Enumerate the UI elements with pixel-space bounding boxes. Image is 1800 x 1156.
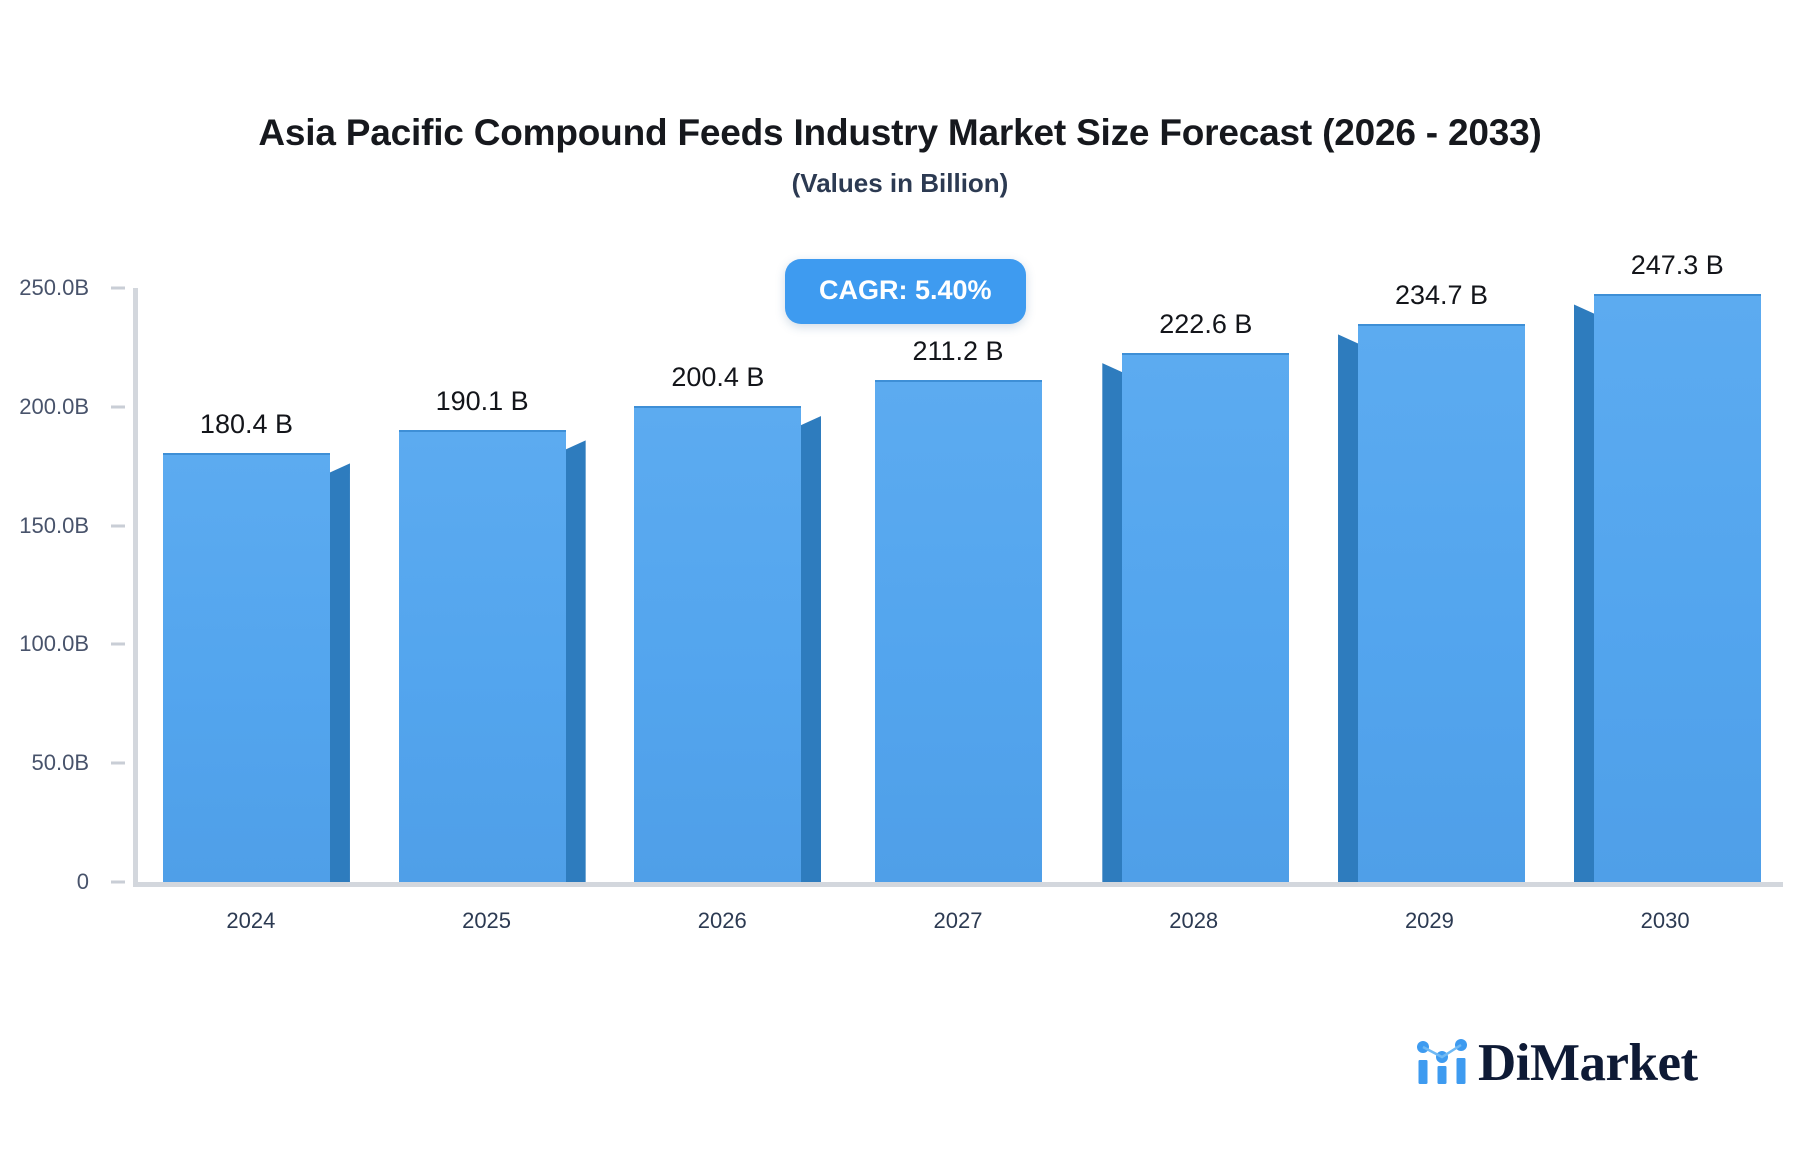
y-axis-tick-mark [111, 761, 125, 765]
x-axis-tick-label: 2030 [1640, 908, 1690, 933]
bar-column[interactable]: 222.6 B [133, 288, 1783, 882]
x-axis-tick-label: 2027 [933, 908, 983, 933]
y-axis-tick-label: 150.0B [19, 512, 89, 538]
bar-front-face[interactable] [874, 380, 1042, 882]
y-axis-tick-label: 50.0B [31, 750, 90, 776]
y-axis-tick-label: 250.0B [19, 275, 89, 300]
y-axis-tick-mark [111, 642, 125, 646]
bar-side-face [563, 440, 586, 882]
x-axis-tick-label: 2028 [1169, 908, 1219, 933]
bar-value-label: 180.4 B [199, 409, 293, 440]
plot-area: 250.0B 200.0B 150.0B 100.0B 50.0B 0 180.4 B 19… [19, 250, 1783, 894]
bar-value-label: 190.1 B [435, 386, 529, 417]
y-axis-tick-mark [111, 524, 125, 528]
bar-front-face[interactable] [634, 405, 802, 882]
y-axis-tick-label: 200.0B [19, 393, 89, 419]
bar-front-face[interactable] [162, 453, 330, 882]
bar-side-face [327, 463, 350, 882]
bar-side-face [1102, 363, 1125, 882]
bar-front-face[interactable] [1358, 324, 1526, 882]
bar-column[interactable]: 211.2 B [133, 288, 1783, 882]
bar-value-label: 200.4 B [671, 361, 765, 392]
y-axis-tick-mark [111, 880, 125, 884]
bar-side-face [799, 415, 822, 882]
chart-title: Asia Pacific Compound Feeds Industry Mar… [258, 112, 1542, 153]
brand-logo: DiMarket [1416, 1036, 1698, 1091]
bar-front-face[interactable] [398, 430, 566, 882]
y-axis-tick-label: 0 [76, 869, 89, 894]
bar-column[interactable]: 200.4 B [133, 288, 1783, 882]
x-axis-tick-label: 2029 [1404, 908, 1454, 933]
x-axis-tick-label: 2025 [462, 908, 512, 933]
y-axis-tick-label: 100.0B [19, 631, 89, 657]
bar-value-label: 234.7 B [1394, 280, 1489, 311]
y-axis-tick-mark [111, 286, 125, 290]
bar-column[interactable]: 190.1 B [133, 288, 1783, 882]
bar-value-label: 211.2 B [912, 336, 1004, 367]
x-axis-tick-label: 2024 [226, 908, 276, 933]
bar-value-label: 222.6 B [1159, 309, 1253, 340]
brand-name: DiMarket [1478, 1034, 1698, 1092]
y-axis-tick-mark [111, 405, 125, 409]
chart-subtitle: (Values in Billion) [791, 168, 1009, 198]
cagr-badge: CAGR: 5.40% [785, 259, 1026, 324]
bar-column[interactable]: 180.4 B [133, 288, 1783, 882]
bar-column[interactable]: 234.7 B [133, 280, 1783, 882]
y-axis-line [133, 288, 138, 882]
x-axis-tick-label: 2026 [697, 908, 747, 933]
bar-value-label: 247.3 B [1630, 250, 1724, 281]
bar-side-face [1573, 304, 1596, 882]
bar-chart-icon [1416, 1036, 1468, 1091]
bar-front-face[interactable] [1593, 294, 1761, 882]
bar-column[interactable]: 247.3 B [133, 250, 1783, 882]
bar-front-face[interactable] [1122, 353, 1290, 882]
x-axis-line [133, 882, 1783, 887]
bar-side-face [1338, 334, 1361, 882]
